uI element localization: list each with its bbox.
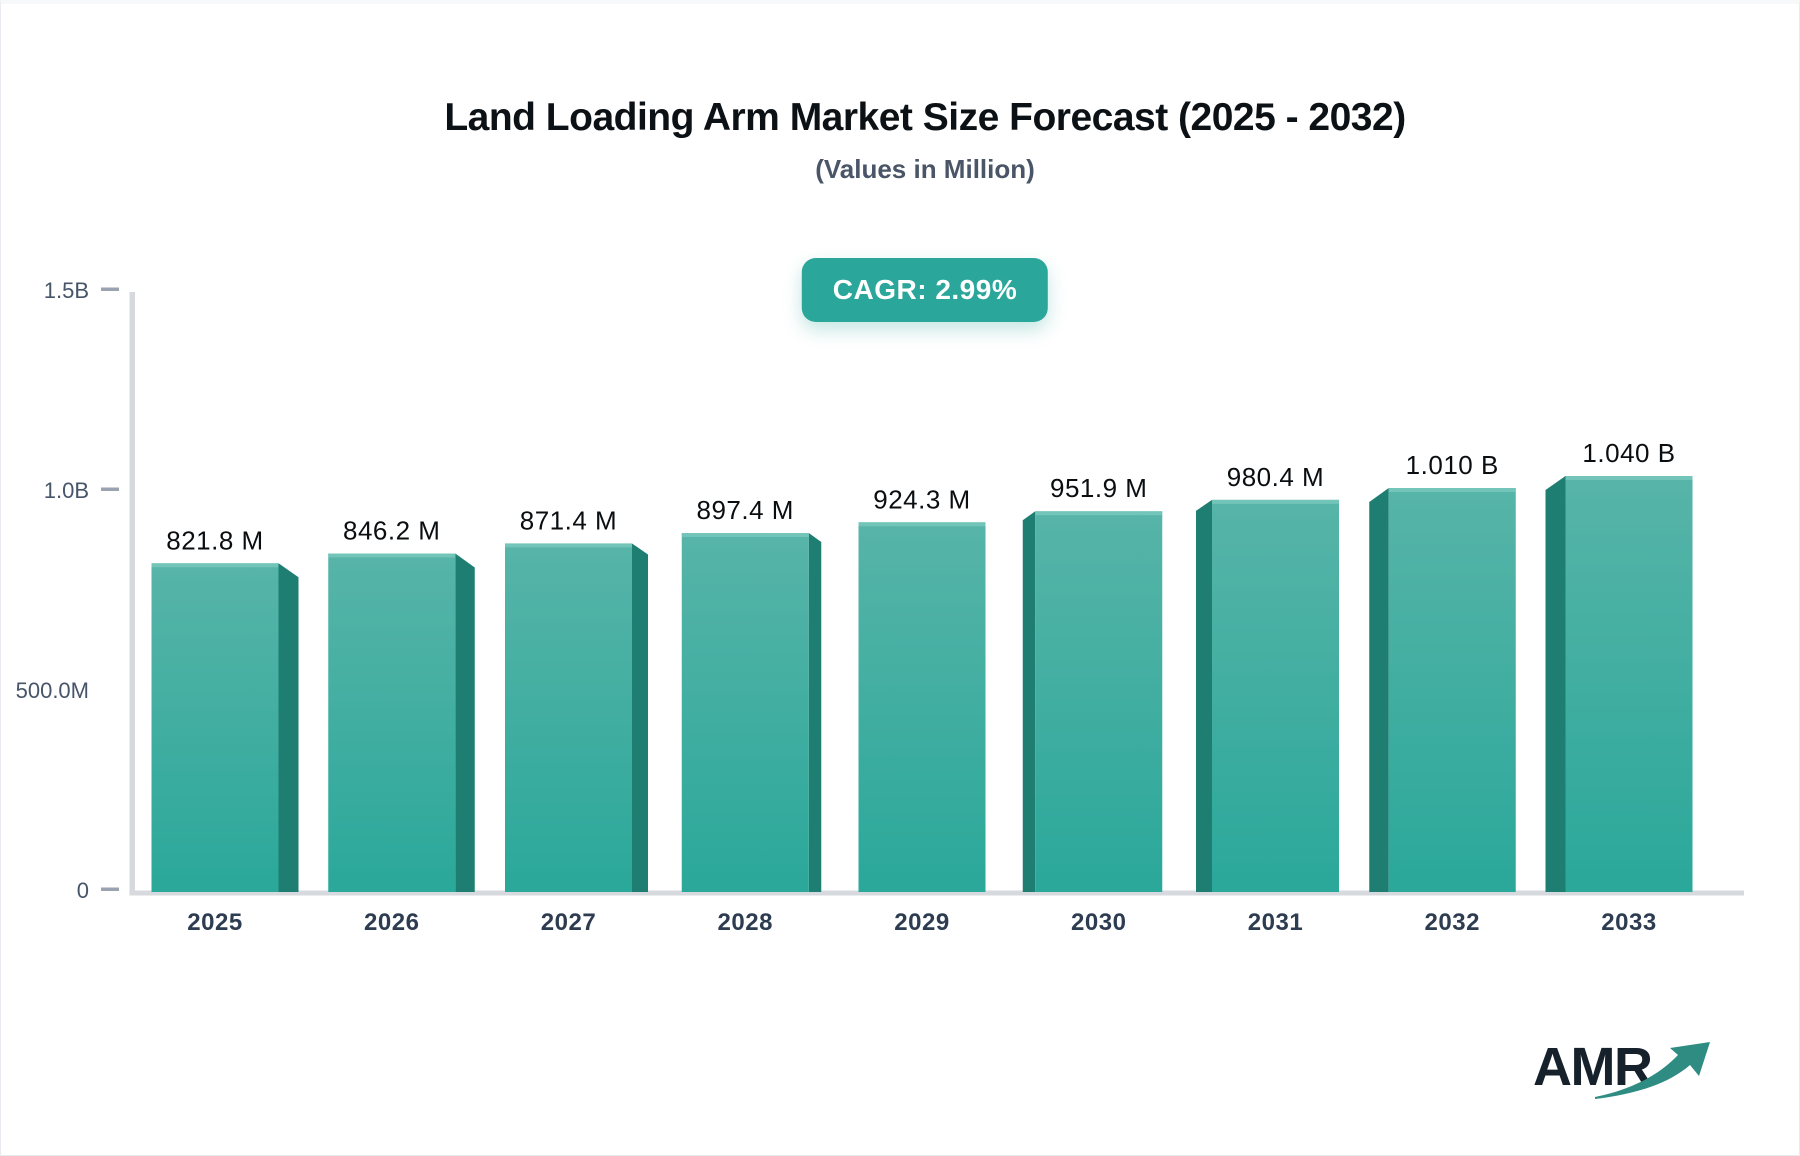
bar-side-face xyxy=(1196,499,1212,892)
x-axis-label: 2031 xyxy=(1248,909,1303,936)
bar-value-label: 980.4 M xyxy=(1227,462,1324,492)
bar-side-face xyxy=(278,563,299,892)
bar-front-face xyxy=(151,563,279,892)
x-axis-label: 2029 xyxy=(894,909,949,936)
y-axis-label: 1.5B xyxy=(44,278,89,303)
y-axis-labels: 1.5B 1.0B 500.0M 0 xyxy=(16,278,119,903)
bar-side-face xyxy=(455,553,475,892)
bar-front-face xyxy=(858,522,986,892)
bar-chart: 1.5B 1.0B 500.0M 0 821.8 M 2025 846.2 M 2026 871… xyxy=(16,278,1744,936)
bar-2032: 1.010 B 2032 xyxy=(1369,450,1516,936)
bar-front-face xyxy=(1565,476,1693,892)
bar-top-highlight xyxy=(151,563,279,568)
x-axis-label: 2027 xyxy=(541,909,596,936)
amr-logo-text: AMR xyxy=(1533,1037,1653,1097)
x-axis-label: 2025 xyxy=(187,909,242,936)
bar-value-label: 951.9 M xyxy=(1050,473,1147,503)
bar-side-face xyxy=(1022,511,1036,892)
bar-2029: 924.3 M 2029 xyxy=(858,484,986,936)
bar-2031: 980.4 M 2031 xyxy=(1196,462,1339,936)
axes xyxy=(129,292,1744,896)
bar-side-face xyxy=(1545,476,1566,892)
bar-top-highlight xyxy=(1565,476,1693,480)
bar-front-face xyxy=(505,543,632,892)
bar-value-label: 846.2 M xyxy=(343,516,440,546)
bar-top-highlight xyxy=(505,543,632,548)
bar-side-face xyxy=(808,533,822,892)
bar-2030: 951.9 M 2030 xyxy=(1022,473,1163,936)
chart-subtitle: (Values in Million) xyxy=(815,154,1035,184)
bar-front-face xyxy=(328,553,456,892)
x-axis-label: 2032 xyxy=(1425,909,1480,936)
x-axis-line xyxy=(129,890,1744,896)
y-axis-tick xyxy=(101,287,119,291)
bar-2028: 897.4 M 2028 xyxy=(681,495,822,936)
bar-top-highlight xyxy=(1388,488,1516,492)
bar-value-label: 821.8 M xyxy=(166,525,263,555)
bar-front-face xyxy=(1388,488,1516,892)
bar-top-highlight xyxy=(1035,511,1163,516)
y-axis-tick xyxy=(101,887,119,891)
bar-top-highlight xyxy=(858,522,986,527)
bar-side-face xyxy=(632,543,648,892)
bar-value-label: 897.4 M xyxy=(697,495,794,525)
y-axis-label: 0 xyxy=(77,878,89,903)
bar-2026: 846.2 M 2026 xyxy=(328,516,475,936)
amr-logo: AMR xyxy=(1533,1040,1733,1124)
x-axis-label: 2028 xyxy=(718,909,773,936)
bar-value-label: 1.040 B xyxy=(1582,438,1675,468)
bar-front-face xyxy=(681,533,809,892)
y-axis-label: 500.0M xyxy=(16,678,89,703)
x-axis-label: 2033 xyxy=(1601,909,1656,936)
bar-top-highlight xyxy=(681,533,809,538)
bar-2027: 871.4 M 2027 xyxy=(505,505,648,936)
bar-value-label: 924.3 M xyxy=(873,484,970,514)
bar-front-face xyxy=(1212,499,1339,892)
bar-front-face xyxy=(1035,511,1163,892)
bar-top-highlight xyxy=(1212,499,1339,504)
bar-2033: 1.040 B 2033 xyxy=(1545,438,1693,936)
bar-top-highlight xyxy=(328,553,456,558)
bars: 821.8 M 2025 846.2 M 2026 871.4 M 2027 897.4 M… xyxy=(151,438,1693,936)
y-axis-line xyxy=(129,292,135,892)
chart-title: Land Loading Arm Market Size Forecast (2… xyxy=(444,96,1406,139)
x-axis-label: 2030 xyxy=(1071,909,1126,936)
bar-side-face xyxy=(1369,488,1389,892)
y-axis-tick xyxy=(101,487,119,491)
x-axis-label: 2026 xyxy=(364,909,419,936)
growth-arrow-icon xyxy=(1595,1042,1710,1099)
bar-value-label: 871.4 M xyxy=(520,505,617,535)
bar-2025: 821.8 M 2025 xyxy=(151,525,299,936)
cagr-badge: CAGR: 2.99% xyxy=(801,258,1049,322)
bar-value-label: 1.010 B xyxy=(1406,450,1499,480)
y-axis-label: 1.0B xyxy=(44,478,89,503)
